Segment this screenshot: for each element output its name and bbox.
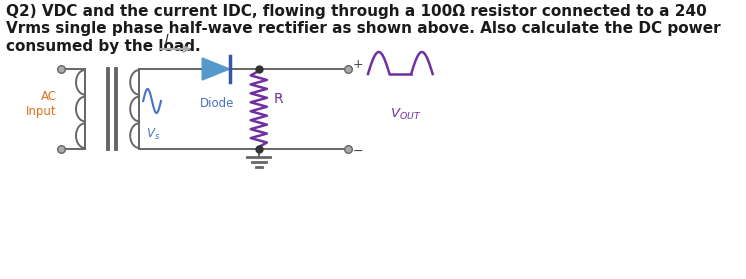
- Text: AC
Input: AC Input: [26, 90, 57, 118]
- Text: +: +: [353, 59, 363, 71]
- Text: I: I: [164, 33, 168, 46]
- Text: R: R: [273, 92, 283, 106]
- Text: −: −: [353, 145, 363, 158]
- Text: $V_{OUT}$: $V_{OUT}$: [390, 107, 421, 122]
- Text: Diode: Diode: [201, 97, 235, 110]
- Polygon shape: [202, 58, 230, 80]
- Text: $V_s$: $V_s$: [145, 127, 160, 142]
- Text: Q2) VDC and the current IDC, flowing through a 100Ω resistor connected to a 240
: Q2) VDC and the current IDC, flowing thr…: [7, 4, 721, 54]
